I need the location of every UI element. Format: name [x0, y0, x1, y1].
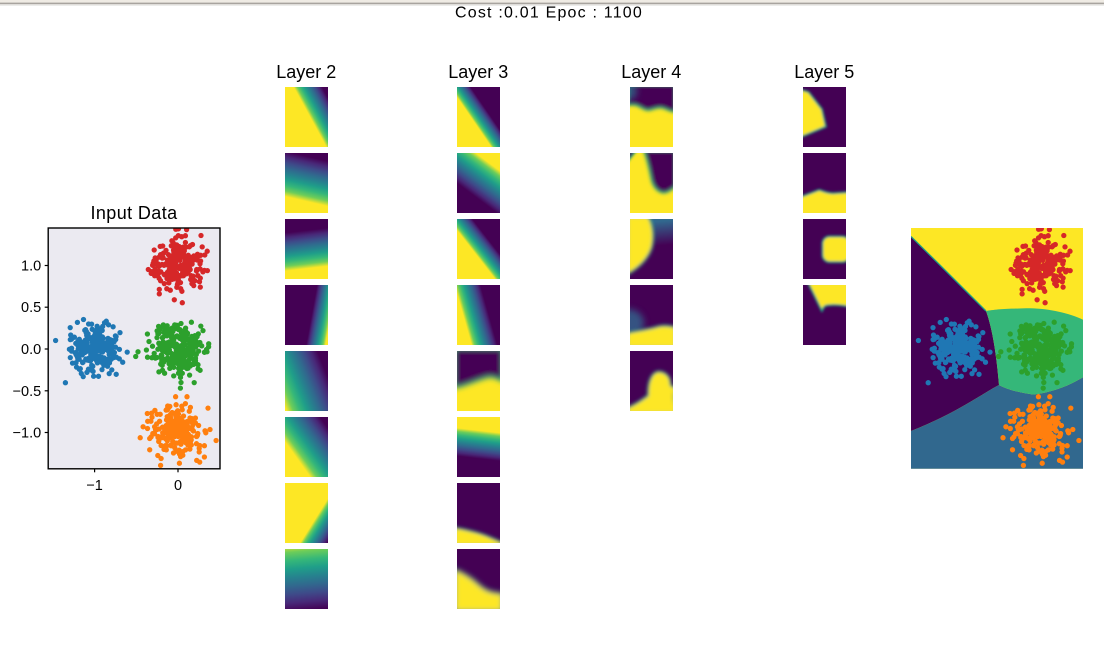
svg-text:0.0: 0.0 [21, 342, 41, 358]
svg-text:Cost :0.01 Epoc : 1100: Cost :0.01 Epoc : 1100 [455, 5, 643, 22]
svg-text:−1: −1 [86, 478, 103, 494]
svg-text:Layer 3: Layer 3 [448, 62, 508, 82]
svg-text:−0.5: −0.5 [13, 384, 42, 400]
svg-text:1.0: 1.0 [21, 259, 41, 275]
svg-text:Input Data: Input Data [90, 203, 178, 223]
svg-text:Layer 5: Layer 5 [794, 62, 854, 82]
svg-text:0: 0 [174, 478, 182, 494]
svg-text:−1.0: −1.0 [13, 426, 42, 442]
svg-text:Layer 2: Layer 2 [276, 62, 336, 82]
svg-text:0.5: 0.5 [21, 300, 41, 316]
svg-text:Layer 4: Layer 4 [621, 62, 681, 82]
